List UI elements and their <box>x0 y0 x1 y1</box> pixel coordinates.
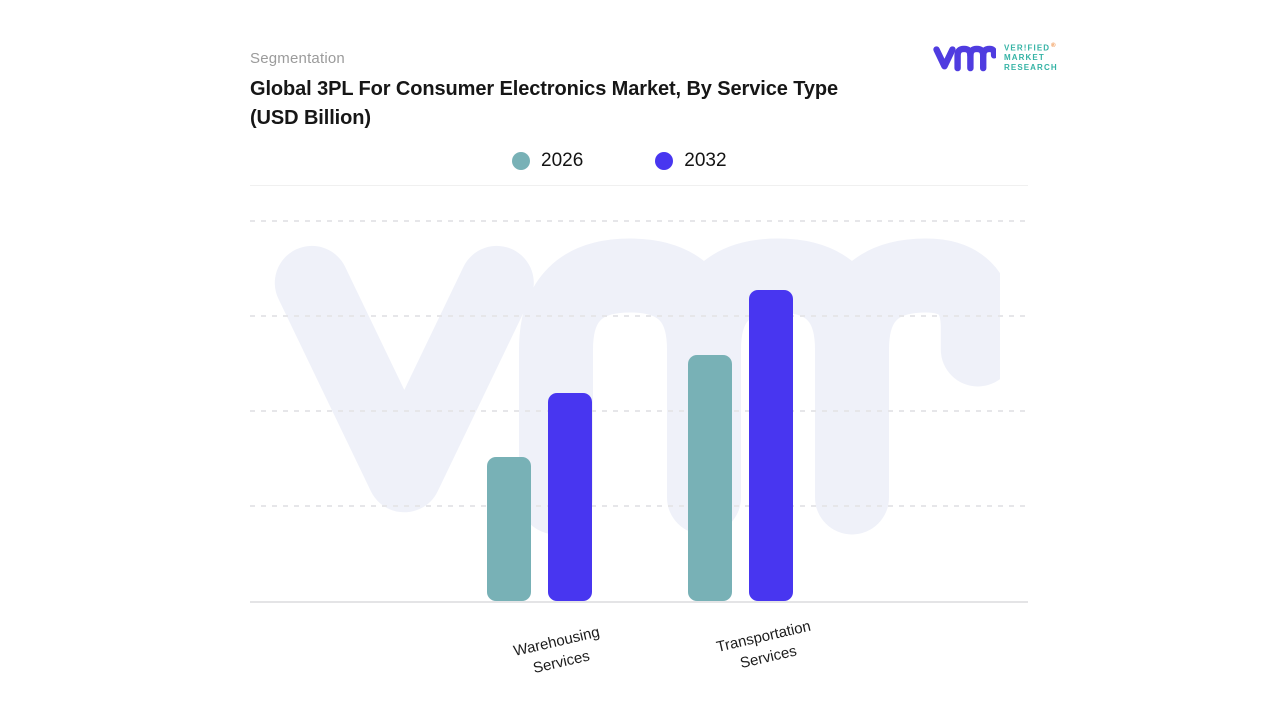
bar-warehousing-2032 <box>548 393 592 601</box>
registered-mark-icon: ® <box>1051 43 1056 49</box>
xaxis-label-warehousing-services: Warehousing Services <box>511 623 602 677</box>
legend-item-2032: 2032 <box>655 150 727 172</box>
bar-warehousing-2026 <box>487 457 531 601</box>
legend-label-2032: 2032 <box>684 150 727 171</box>
section-eyebrow: Segmentation <box>250 50 345 67</box>
vmr-watermark-icon <box>260 231 1000 542</box>
vmr-logo-line2: MARKET <box>1004 53 1045 63</box>
page-title-line2: (USD Billion) <box>250 107 371 129</box>
legend-dot-2032-icon <box>655 152 674 170</box>
legend-label-2026: 2026 <box>541 150 584 171</box>
vmr-logo-line3: RESEARCH <box>1004 62 1058 72</box>
vmr-monogram-icon <box>932 45 996 72</box>
bar-transportation-2032 <box>749 290 793 601</box>
gridline-75 <box>250 315 1028 317</box>
gridline-50 <box>250 410 1028 412</box>
legend-dot-2026-icon <box>512 152 530 170</box>
vmr-logo: VER!FIED® MARKET RESEARCH <box>932 42 1058 72</box>
vmr-logo-text: VER!FIED® MARKET RESEARCH <box>1004 42 1058 72</box>
vmr-logo-line1: VER!FIED® <box>1004 43 1056 53</box>
chart-legend: 2026 2032 <box>512 150 727 172</box>
page-title: Global 3PL For Consumer Electronics Mark… <box>250 75 838 133</box>
bar-transportation-2026 <box>688 355 732 601</box>
plot-area <box>250 185 1028 603</box>
page-title-line1: Global 3PL For Consumer Electronics Mark… <box>250 78 839 100</box>
gridline-100 <box>250 220 1028 222</box>
gridline-25 <box>250 505 1028 507</box>
legend-item-2026: 2026 <box>512 150 583 172</box>
xaxis-label-transportation-services: Transportation Services <box>714 617 813 672</box>
